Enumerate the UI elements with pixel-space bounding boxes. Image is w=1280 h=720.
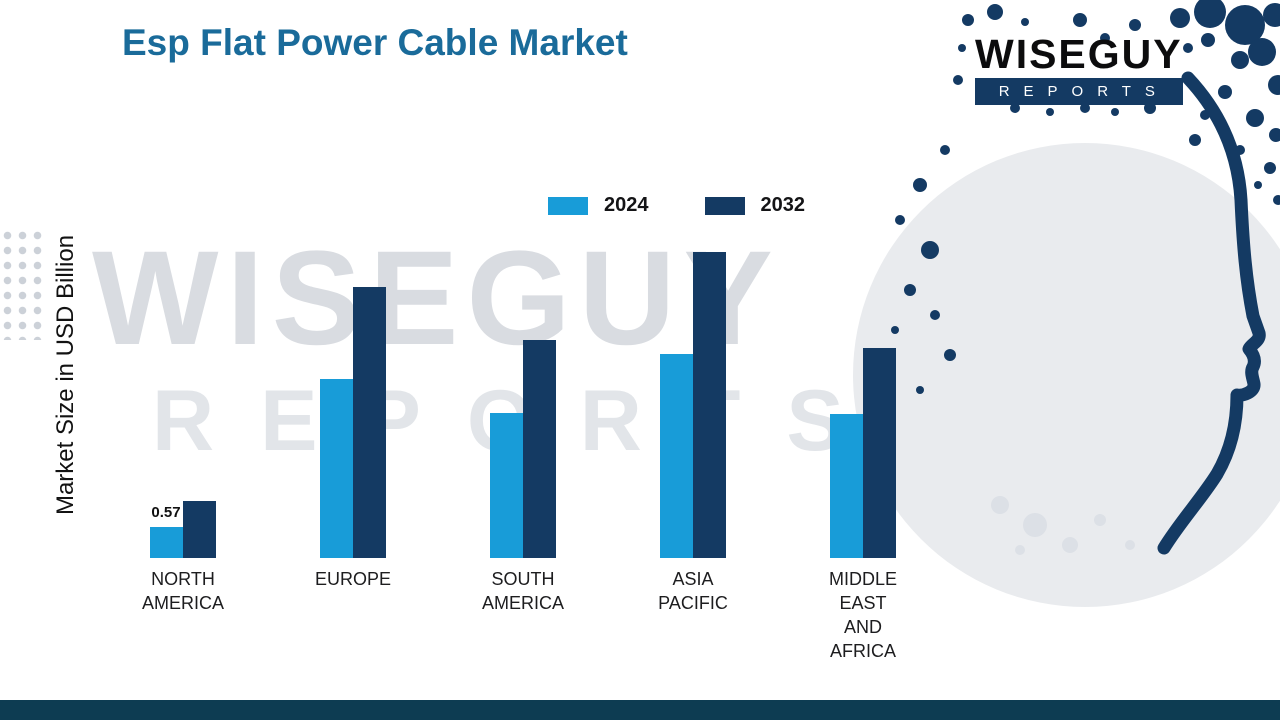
bars-south-america bbox=[453, 240, 593, 558]
value-label-north-america: 0.57 bbox=[151, 504, 181, 521]
bar-group-europe: EUROPE bbox=[283, 240, 423, 664]
category-label-north-america: NORTH AMERICA bbox=[141, 569, 224, 613]
brand-name: WISEGUY bbox=[975, 31, 1183, 77]
legend-label-2032: 2032 bbox=[760, 194, 806, 216]
bar-2024-middle-east-and-africa bbox=[830, 414, 863, 558]
legend-item-2024: 2024 bbox=[548, 194, 649, 217]
bar-2024-asia-pacific bbox=[660, 354, 693, 558]
category-label-south-america: SOUTH AMERICA bbox=[481, 569, 564, 613]
brand-logo: WISEGUY REPORTS bbox=[975, 34, 1183, 105]
category-label-asia-pacific: ASIA PACIFIC bbox=[658, 569, 728, 613]
watermark-brand-name: WISEGUY bbox=[92, 224, 781, 373]
wiseguy-head-graphic bbox=[891, 0, 1280, 555]
bar-2032-asia-pacific bbox=[693, 252, 726, 558]
navy-dots-cluster bbox=[891, 0, 1280, 394]
gray-dots-cluster bbox=[991, 496, 1135, 555]
footer-bar bbox=[0, 700, 1280, 720]
face-profile-outline bbox=[1157, 71, 1266, 555]
bar-2032-europe bbox=[353, 287, 386, 558]
chart-legend: 2024 2032 bbox=[548, 194, 805, 217]
bar-2032-north-america bbox=[183, 501, 216, 558]
bar-group-middle-east-and-africa: MIDDLE EAST AND AFRICA bbox=[793, 240, 933, 664]
bar-2024-south-america bbox=[490, 413, 523, 558]
category-label-europe: EUROPE bbox=[314, 569, 392, 589]
page-title: Esp Flat Power Cable Market bbox=[122, 22, 628, 63]
bar-2032-south-america bbox=[523, 340, 556, 558]
bars-north-america: 0.57 bbox=[113, 240, 253, 558]
bar-chart: 0.57 NORTH AMERICA EUROPE SOUTH AMERICA ASIA PA… bbox=[113, 240, 933, 664]
head-circle-decoration bbox=[853, 143, 1280, 607]
bars-middle-east-and-africa bbox=[793, 240, 933, 558]
legend-label-2024: 2024 bbox=[604, 194, 649, 216]
brand-tagline: REPORTS bbox=[975, 78, 1183, 105]
bar-group-south-america: SOUTH AMERICA bbox=[453, 240, 593, 664]
dot-grid-decoration bbox=[0, 228, 48, 340]
bar-group-asia-pacific: ASIA PACIFIC bbox=[623, 240, 763, 664]
legend-item-2032: 2032 bbox=[704, 194, 806, 217]
bars-asia-pacific bbox=[623, 240, 763, 558]
bar-2024-north-america bbox=[150, 527, 183, 558]
bars-europe bbox=[283, 240, 423, 558]
bar-2032-middle-east-and-africa bbox=[863, 348, 896, 558]
legend-swatch-2024 bbox=[548, 196, 588, 215]
bar-group-north-america: 0.57 NORTH AMERICA bbox=[113, 240, 253, 664]
bar-2024-europe bbox=[320, 379, 353, 558]
legend-swatch-2032 bbox=[704, 196, 745, 215]
y-axis-label: Market Size in USD Billion bbox=[52, 234, 79, 516]
category-label-middle-east-and-africa: MIDDLE EAST AND AFRICA bbox=[828, 569, 897, 661]
